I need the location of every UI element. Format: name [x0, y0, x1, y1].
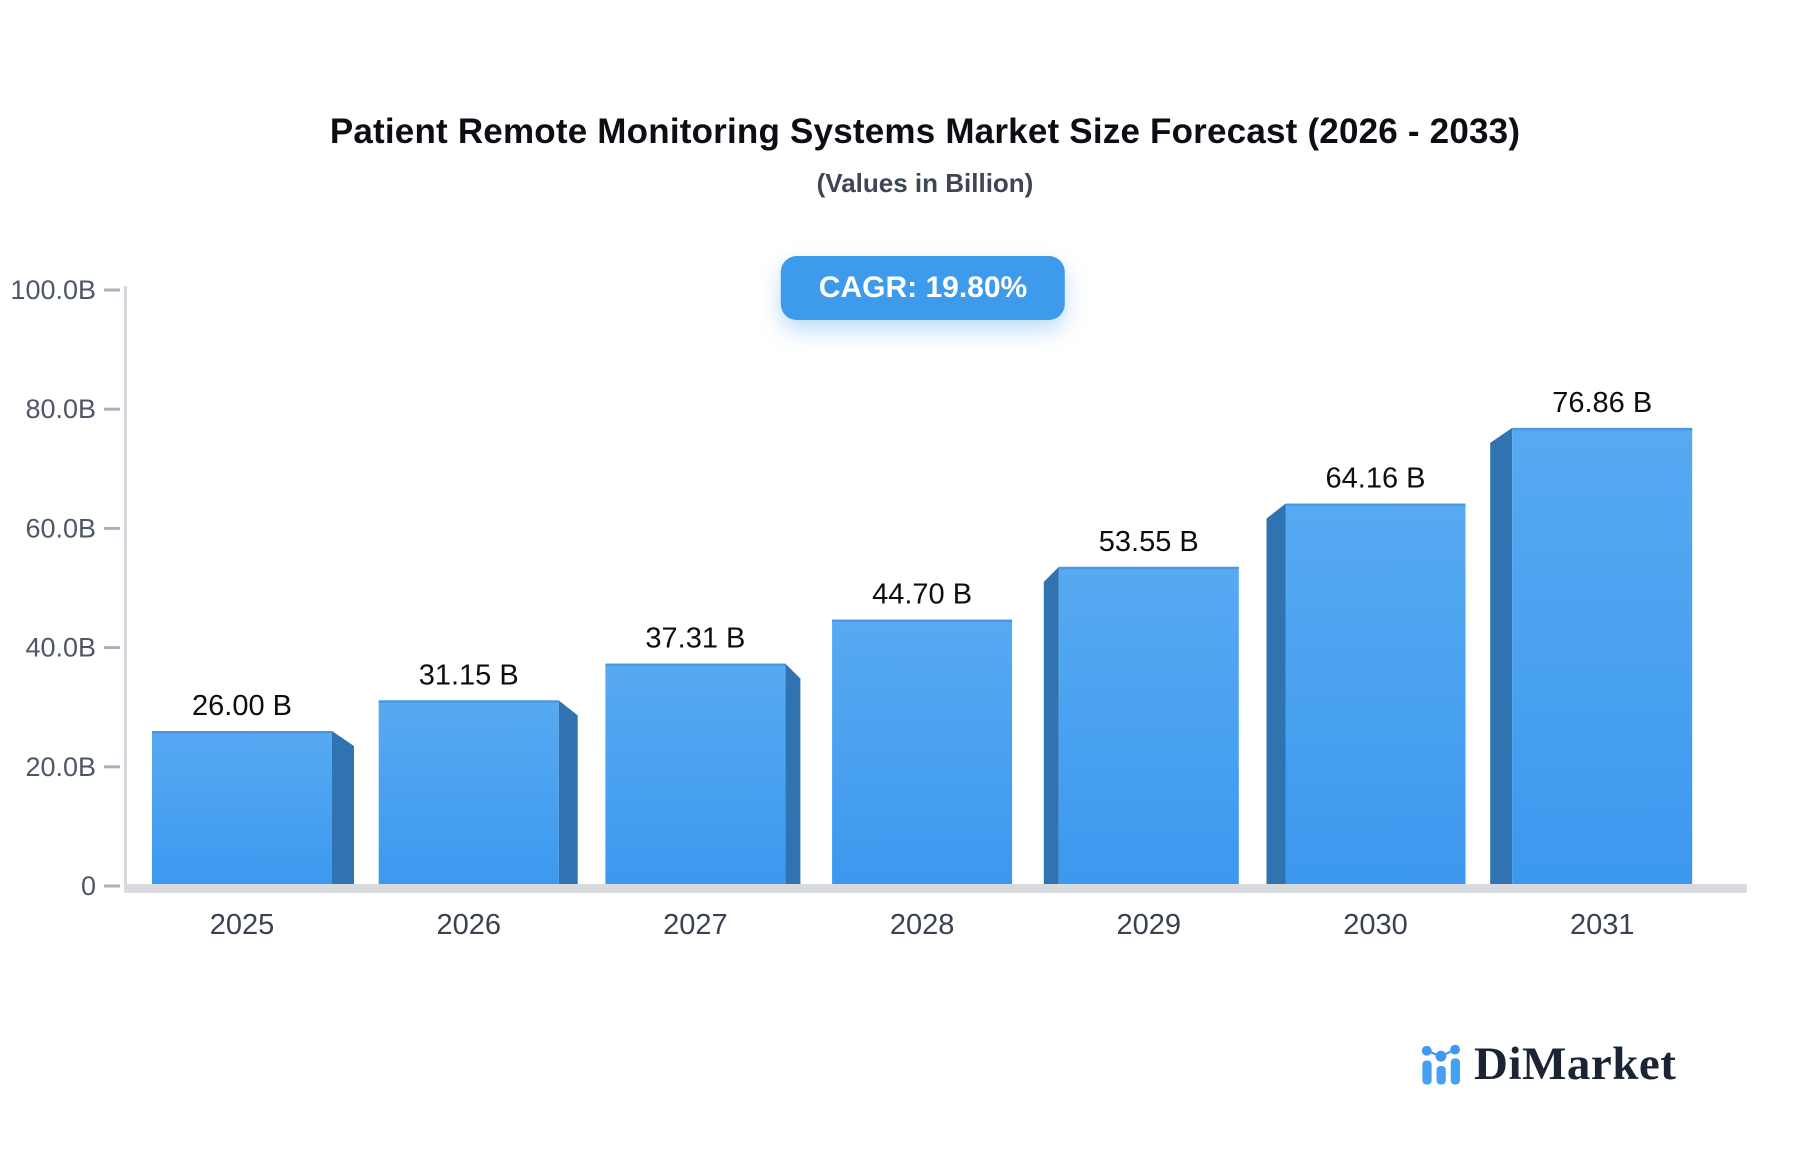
bar-top-edge-2029 — [1058, 566, 1239, 570]
bar-side-2031 — [1490, 427, 1513, 890]
bar-value-label-2025: 26.00 B — [192, 690, 292, 722]
y-axis-tick — [104, 765, 120, 769]
y-axis-tick — [104, 646, 120, 650]
y-axis-label: 20.0B — [25, 752, 96, 782]
x-axis-label-2030: 2030 — [1343, 909, 1408, 941]
cagr-badge: CAGR: 19.80% — [780, 256, 1066, 320]
logo-bar — [1422, 1060, 1432, 1085]
dimarket-logo-icon — [1421, 1044, 1460, 1085]
bar-top-edge-2030 — [1285, 503, 1466, 507]
bar-side-2026 — [558, 700, 578, 890]
dimarket-logo-text: DiMarket — [1474, 1038, 1677, 1090]
y-axis-tick — [104, 288, 120, 292]
chart-header: Patient Remote Monitoring Systems Market… — [50, 0, 1800, 199]
bar-2031[interactable] — [1512, 427, 1693, 886]
bar-2026[interactable] — [378, 700, 559, 886]
logo-dot — [1421, 1045, 1432, 1056]
x-axis-line — [124, 884, 1747, 893]
bar-value-label-2031: 76.86 B — [1552, 387, 1652, 419]
bar-2027[interactable] — [605, 663, 786, 886]
logo-dot — [1450, 1044, 1460, 1055]
bar-2025[interactable] — [152, 731, 332, 886]
bar-value-label-2028: 44.70 B — [872, 579, 972, 611]
bar-2030[interactable] — [1285, 503, 1466, 886]
page-title: Patient Remote Monitoring Systems Market… — [329, 112, 1521, 151]
bar-top-edge-2027 — [605, 663, 786, 667]
bar-side-2025 — [332, 731, 354, 890]
x-axis-label-2028: 2028 — [890, 909, 955, 941]
logo-bar — [1436, 1066, 1446, 1085]
y-axis-tick — [104, 407, 120, 411]
bar-value-label-2027: 37.31 B — [645, 623, 745, 655]
bar-top-edge-2031 — [1512, 427, 1693, 431]
y-axis-tick — [104, 884, 120, 888]
x-axis-label-2026: 2026 — [436, 909, 501, 941]
bar-side-2029 — [1043, 566, 1059, 890]
bar-2029[interactable] — [1058, 566, 1239, 886]
bar-top-edge-2028 — [832, 619, 1013, 623]
y-axis-tick — [104, 526, 120, 530]
x-axis-label-2027: 2027 — [663, 909, 728, 941]
x-axis-label-2025: 2025 — [210, 909, 275, 941]
dimarket-logo: DiMarket — [1420, 1038, 1676, 1090]
x-axis-label-2029: 2029 — [1117, 909, 1182, 941]
page-subtitle: (Values in Billion) — [816, 168, 1034, 198]
y-axis-label: 40.0B — [25, 633, 96, 663]
y-axis-label: 0 — [81, 871, 96, 901]
y-axis-label: 80.0B — [25, 394, 96, 424]
bar-side-2030 — [1266, 503, 1286, 890]
bar-top-edge-2026 — [378, 700, 559, 703]
x-axis-label-2031: 2031 — [1570, 909, 1635, 941]
bar-top-edge-2025 — [152, 731, 332, 734]
y-axis-label: 100.0B — [10, 275, 96, 305]
bar-side-2027 — [785, 663, 801, 890]
y-axis-label: 60.0B — [25, 513, 96, 543]
logo-bar — [1450, 1058, 1460, 1085]
bar-value-label-2030: 64.16 B — [1326, 463, 1426, 495]
bar-value-label-2026: 31.15 B — [419, 659, 519, 691]
logo-dot — [1435, 1050, 1447, 1062]
bar-2028[interactable] — [832, 619, 1013, 886]
bar-value-label-2029: 53.55 B — [1099, 526, 1199, 558]
y-axis-line — [124, 286, 127, 886]
